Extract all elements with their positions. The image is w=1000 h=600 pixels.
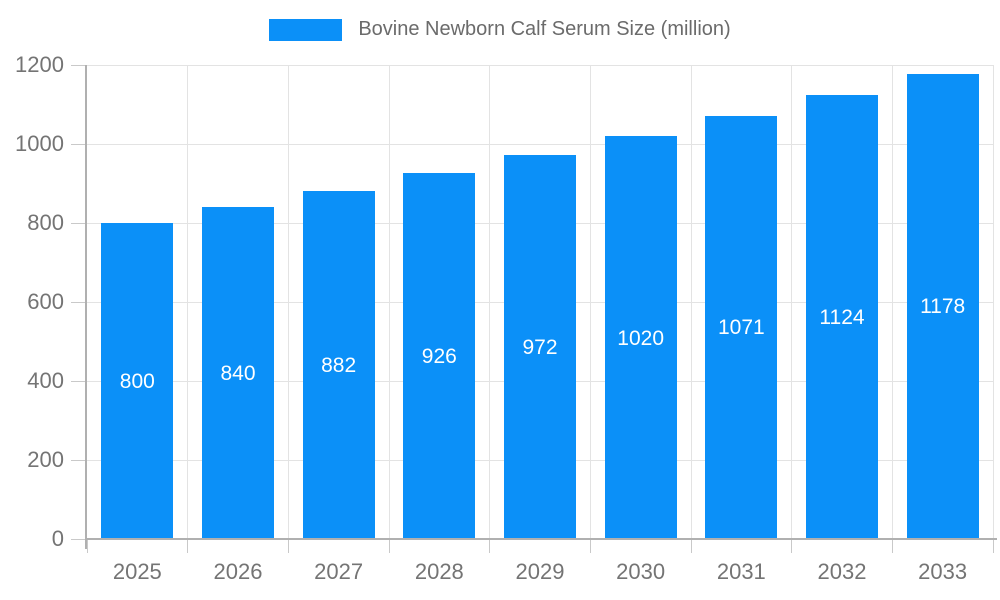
y-axis-label: 1000 (15, 131, 64, 156)
x-axis-tick (287, 539, 289, 553)
y-gridline (87, 64, 993, 66)
x-axis-label: 2030 (616, 559, 666, 584)
bar-value-label: 882 (321, 353, 357, 377)
y-axis-tick (71, 222, 87, 224)
x-axis-tick (992, 539, 994, 553)
bar-value-label: 926 (421, 345, 457, 369)
x-axis-label: 2029 (515, 559, 565, 584)
x-gridline (992, 65, 994, 539)
y-axis-label: 600 (27, 289, 64, 314)
y-axis-label: 800 (27, 210, 64, 235)
y-axis-tick (71, 380, 87, 382)
legend-item[interactable]: Bovine Newborn Calf Serum Size (million) (269, 18, 731, 41)
bar-value-label: 1020 (617, 326, 665, 350)
bar[interactable] (101, 223, 174, 539)
legend-swatch-icon (269, 18, 343, 41)
x-gridline (589, 65, 591, 539)
x-gridline (287, 65, 289, 539)
y-axis-line (85, 65, 87, 549)
x-axis-tick (489, 539, 491, 553)
bar[interactable] (202, 207, 274, 539)
y-axis-tick (71, 459, 87, 461)
x-gridline (791, 65, 793, 539)
legend-label: Bovine Newborn Calf Serum Size (million) (358, 18, 731, 40)
x-axis-label: 2027 (314, 559, 364, 584)
y-axis-label: 400 (27, 368, 64, 393)
x-axis-tick (187, 539, 189, 553)
y-axis-label: 200 (27, 447, 64, 472)
bar[interactable] (604, 136, 677, 539)
x-axis-label: 2031 (716, 559, 766, 584)
x-axis-line (87, 538, 997, 540)
x-gridline (891, 65, 893, 539)
x-gridline (388, 65, 390, 539)
y-axis-tick (71, 64, 87, 66)
x-axis-label: 2028 (414, 559, 464, 584)
y-axis-label: 0 (51, 526, 64, 551)
x-gridline (187, 65, 189, 539)
bar[interactable] (302, 190, 375, 539)
y-axis-label: 1200 (15, 52, 64, 77)
bar[interactable] (906, 73, 979, 539)
y-axis-tick (71, 301, 87, 303)
x-axis-label: 2032 (817, 559, 867, 584)
bar[interactable] (504, 155, 576, 539)
x-gridline (489, 65, 491, 539)
x-axis-tick (388, 539, 390, 553)
y-gridline (87, 143, 993, 145)
x-axis-tick (86, 539, 88, 553)
x-axis-tick (891, 539, 893, 553)
bar-value-label: 800 (119, 370, 155, 393)
bar-value-label: 972 (522, 336, 558, 360)
bar[interactable] (403, 173, 476, 539)
x-axis-label: 2025 (112, 559, 162, 584)
x-axis-label: 2033 (918, 559, 968, 584)
bar[interactable] (806, 95, 878, 539)
bar-value-label: 840 (220, 362, 256, 386)
x-axis-label: 2026 (213, 559, 263, 584)
bar-value-label: 1124 (819, 306, 865, 329)
chart-legend: Bovine Newborn Calf Serum Size (million) (0, 18, 1000, 41)
bar-value-label: 1178 (920, 295, 966, 319)
x-axis-tick (589, 539, 591, 553)
x-axis-tick (791, 539, 793, 553)
bar[interactable] (705, 115, 778, 539)
y-axis-tick (71, 538, 87, 540)
x-gridline (690, 65, 692, 539)
x-axis-tick (690, 539, 692, 553)
y-axis-tick (71, 143, 87, 145)
bar-value-label: 1071 (717, 316, 765, 340)
